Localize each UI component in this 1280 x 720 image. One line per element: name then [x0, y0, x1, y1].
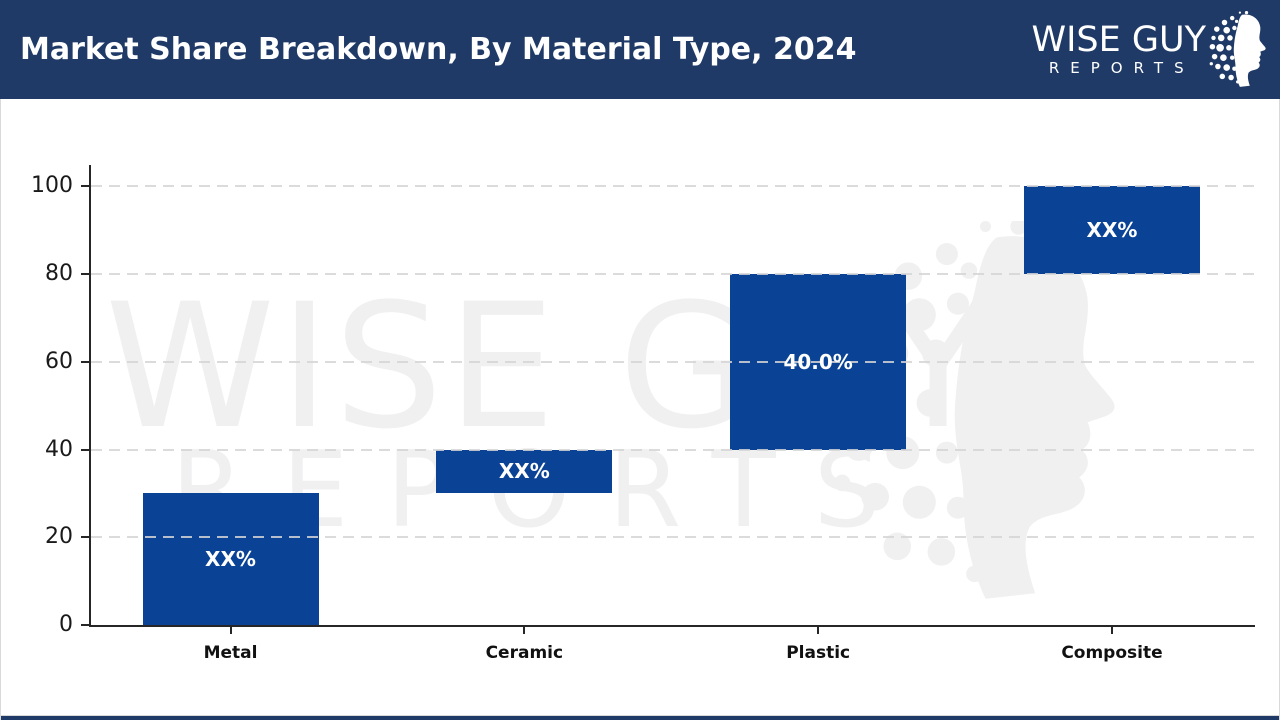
x-category-label-ceramic: Ceramic: [485, 643, 564, 663]
plot-region: 0 20 40 60 80 100 XX% Metal XX% Ceramic 40.0% Plast…: [1, 99, 1279, 720]
gridline-80: [91, 273, 1254, 276]
x-category-label-plastic: Plastic: [786, 643, 851, 663]
x-tick-metal: [229, 627, 232, 634]
bar-value-label-metal: XX%: [205, 547, 256, 572]
y-tick-20: [81, 536, 89, 539]
y-tick-label-0: 0: [59, 612, 73, 637]
y-tick-label-80: 80: [45, 261, 73, 287]
brand-subname: REPORTS: [1048, 58, 1195, 77]
x-category-label-metal: Metal: [203, 643, 258, 663]
bar-value-label-ceramic: XX%: [498, 459, 550, 484]
y-tick-80: [81, 273, 89, 276]
gridline-40: [91, 448, 1254, 451]
brand-name: WISE GUY: [1031, 19, 1206, 60]
y-tick-label-100: 100: [31, 173, 73, 199]
y-tick-label-40: 40: [45, 436, 73, 462]
y-tick-label-20: 20: [45, 524, 73, 550]
y-tick-40: [81, 448, 89, 451]
x-axis-line: [89, 625, 1255, 627]
bar-composite: [1023, 186, 1200, 275]
header-bar: Market Share Breakdown, By Material Type…: [0, 0, 1280, 99]
chart-area: WISE GUY REPORTS 020406080100XX%MetalXX%…: [0, 99, 1280, 720]
y-tick-label-60: 60: [45, 348, 73, 374]
y-tick-60: [81, 360, 89, 363]
gridline-60: [91, 360, 1254, 363]
brand-logo: WISE GUY REPORTS: [1031, 2, 1274, 97]
bar-value-label-composite: XX%: [1086, 218, 1138, 243]
brand-logo-text: WISE GUY REPORTS: [1031, 19, 1206, 77]
y-axis-spine: [89, 165, 91, 627]
wiseguy-head-icon: [1208, 10, 1274, 89]
x-tick-composite: [1110, 627, 1113, 634]
bar-ceramic: [436, 449, 613, 494]
x-tick-plastic: [817, 627, 820, 634]
x-tick-ceramic: [523, 627, 526, 634]
x-category-label-composite: Composite: [1061, 643, 1163, 663]
bar-value-label-plastic: 40.0%: [783, 349, 853, 374]
y-tick-0: [81, 624, 89, 626]
bottom-accent-strip: [1, 716, 1279, 720]
gridline-20: [91, 536, 1254, 539]
gridline-100: [91, 185, 1254, 188]
y-tick-100: [81, 185, 89, 188]
page-title: Market Share Breakdown, By Material Type…: [20, 32, 857, 67]
bar-metal: [142, 493, 319, 625]
figure-bottom-border: [1, 715, 1279, 716]
